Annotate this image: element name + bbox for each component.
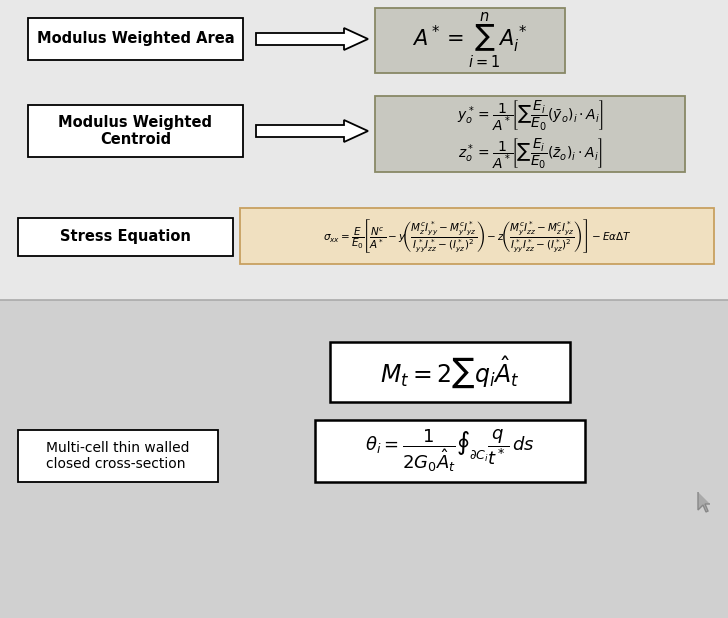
Polygon shape	[256, 28, 368, 50]
Polygon shape	[256, 120, 368, 142]
Polygon shape	[698, 492, 710, 512]
Text: $z_o^* = \dfrac{1}{A^*}\!\left[\sum\dfrac{E_i}{E_0}(\bar{z}_o)_i \cdot A_i\right: $z_o^* = \dfrac{1}{A^*}\!\left[\sum\dfra…	[458, 137, 602, 171]
FancyBboxPatch shape	[18, 218, 233, 256]
Text: $M_t = 2\sum q_i \hat{A}_t$: $M_t = 2\sum q_i \hat{A}_t$	[380, 354, 520, 390]
Text: $A^* = \sum_{i=1}^{n} A_i^*$: $A^* = \sum_{i=1}^{n} A_i^*$	[413, 11, 528, 70]
FancyBboxPatch shape	[28, 18, 243, 60]
FancyBboxPatch shape	[375, 8, 565, 73]
FancyBboxPatch shape	[315, 420, 585, 482]
Text: Stress Equation: Stress Equation	[60, 229, 191, 245]
FancyBboxPatch shape	[375, 96, 685, 172]
FancyBboxPatch shape	[0, 0, 728, 300]
FancyBboxPatch shape	[330, 342, 570, 402]
FancyBboxPatch shape	[240, 208, 714, 264]
Text: $y_o^* = \dfrac{1}{A^*}\!\left[\sum\dfrac{E_i}{E_0}(\bar{y}_o)_i \cdot A_i\right: $y_o^* = \dfrac{1}{A^*}\!\left[\sum\dfra…	[456, 99, 604, 133]
FancyBboxPatch shape	[18, 430, 218, 482]
FancyBboxPatch shape	[0, 300, 728, 618]
Text: Modulus Weighted
Centroid: Modulus Weighted Centroid	[58, 115, 213, 147]
Text: Modulus Weighted Area: Modulus Weighted Area	[36, 32, 234, 46]
Text: $\sigma_{xx} = \dfrac{E}{E_0}\!\left[\dfrac{N^c}{A^*} - y\!\left(\dfrac{M_z^c I^: $\sigma_{xx} = \dfrac{E}{E_0}\!\left[\df…	[323, 217, 631, 255]
Text: $\theta_i = \dfrac{1}{2G_0\hat{A}_t}\oint_{\partial C_i} \dfrac{q}{t^*}\,ds$: $\theta_i = \dfrac{1}{2G_0\hat{A}_t}\oin…	[365, 428, 535, 474]
FancyBboxPatch shape	[28, 105, 243, 157]
Text: Multi-cell thin walled
closed cross-section: Multi-cell thin walled closed cross-sect…	[47, 441, 190, 471]
